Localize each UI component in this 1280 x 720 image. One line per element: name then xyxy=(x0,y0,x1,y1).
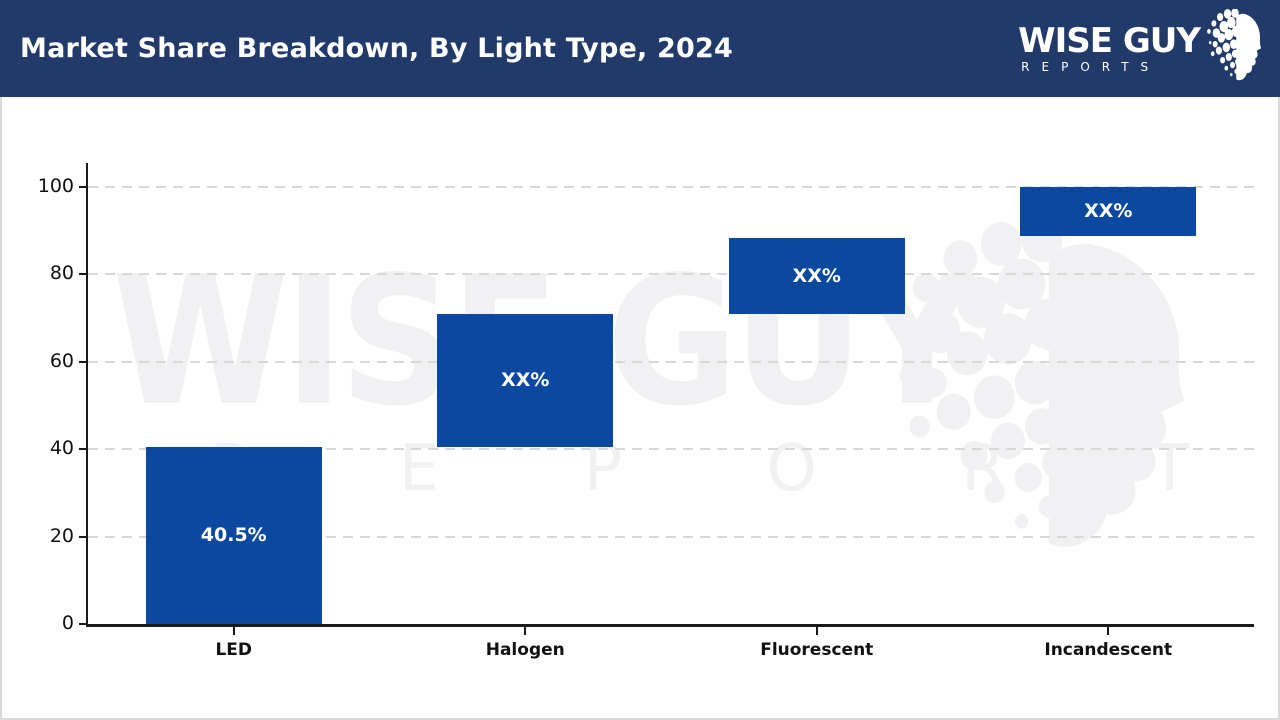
y-tick xyxy=(79,360,87,363)
y-tick-label: 0 xyxy=(61,612,74,634)
logo-head-icon xyxy=(1207,8,1262,80)
x-tick xyxy=(232,626,235,635)
x-axis xyxy=(85,624,1254,627)
y-tick-label: 80 xyxy=(49,262,74,285)
x-axis-label-led: LED xyxy=(215,640,253,660)
y-tick xyxy=(79,623,87,625)
gridline xyxy=(88,448,1254,451)
x-tick xyxy=(524,626,527,635)
page-title: Market Share Breakdown, By Light Type, 2… xyxy=(20,33,733,64)
y-tick-label: 100 xyxy=(37,175,74,197)
logo-wiseguy-label: WISE GUY xyxy=(1018,21,1201,61)
y-tick-label: 20 xyxy=(49,524,74,547)
watermark-head-icon xyxy=(889,222,1185,547)
halogen-bar-label: XX% xyxy=(501,369,550,392)
gridline xyxy=(88,360,1254,363)
incandescent-bar-label: XX% xyxy=(1084,200,1133,223)
wiseguy-logo: WISE GUY REPORTS xyxy=(1018,8,1266,89)
led-bar-label: 40.5% xyxy=(200,524,267,547)
y-tick xyxy=(79,448,87,451)
x-axis-label-halogen: Halogen xyxy=(485,640,565,660)
y-tick xyxy=(79,186,87,188)
x-axis-label-incandescent: Incandescent xyxy=(1044,640,1173,660)
gridline xyxy=(88,273,1254,276)
logo-reports-label: REPORTS xyxy=(1021,60,1161,74)
halogen-bar: XX% xyxy=(437,313,614,447)
y-axis xyxy=(85,163,88,627)
y-tick xyxy=(79,273,87,276)
header: Market Share Breakdown, By Light Type, 2… xyxy=(0,0,1280,97)
x-axis-label-fluorescent: Fluorescent xyxy=(760,640,874,660)
gridline xyxy=(88,186,1254,188)
fluorescent-bar: XX% xyxy=(728,238,905,314)
incandescent-bar: XX% xyxy=(1020,187,1197,236)
y-tick-label: 60 xyxy=(49,349,74,372)
x-tick xyxy=(1107,626,1110,635)
fluorescent-bar-label: XX% xyxy=(792,264,841,287)
gridline xyxy=(88,535,1254,538)
x-tick xyxy=(815,626,818,635)
y-tick-label: 40 xyxy=(49,437,74,460)
logo-text: WISE GUY REPORTS xyxy=(1018,21,1201,74)
y-tick xyxy=(79,535,87,538)
led-bar: 40.5% xyxy=(145,447,322,624)
